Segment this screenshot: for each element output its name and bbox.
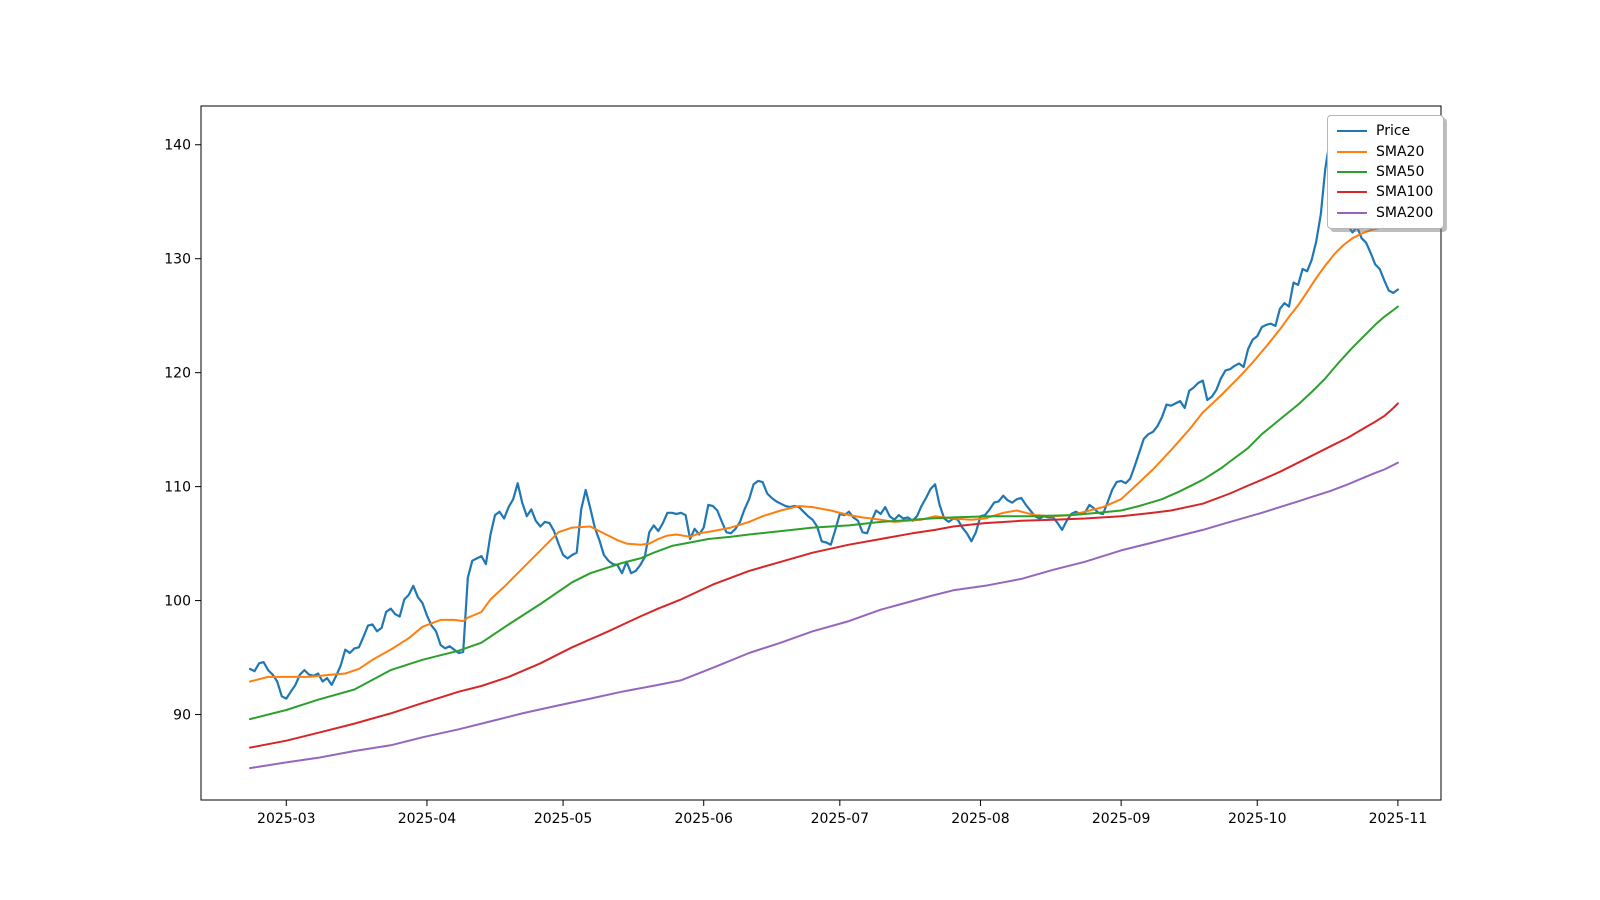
price-line <box>248 139 1400 700</box>
legend-item-price: Price <box>1337 121 1435 141</box>
legend-item-sma100: SMA100 <box>1337 182 1435 202</box>
sma100-line <box>249 402 1399 749</box>
legend-swatch-sma200-icon <box>1337 211 1367 214</box>
sma200-line <box>249 461 1399 770</box>
legend-label: SMA20 <box>1376 143 1425 160</box>
legend-label: SMA200 <box>1376 204 1434 221</box>
x-tick-label: 2025-07 <box>811 811 870 827</box>
legend-label: Price <box>1376 123 1411 140</box>
legend-swatch-sma50-icon <box>1337 170 1367 173</box>
x-tick-label: 2025-10 <box>1228 811 1287 827</box>
y-tick-label: 140 <box>164 138 191 154</box>
sma50-line <box>249 305 1399 721</box>
plot-border <box>200 105 1442 801</box>
y-tick-label: 120 <box>164 366 191 382</box>
x-tick-label: 2025-04 <box>398 811 457 827</box>
y-tick-label: 90 <box>173 708 191 724</box>
sma20-line <box>249 224 1399 683</box>
legend-swatch-price-icon <box>1337 130 1367 133</box>
legend-item-sma50: SMA50 <box>1337 162 1435 182</box>
legend-label: SMA100 <box>1376 184 1434 201</box>
legend: Price SMA20 SMA50 SMA100 SMA200 <box>1327 115 1445 229</box>
legend-label: SMA50 <box>1376 163 1425 180</box>
x-tick-label: 2025-05 <box>534 811 593 827</box>
legend-swatch-sma20-icon <box>1337 150 1367 153</box>
x-tick-label: 2025-08 <box>951 811 1010 827</box>
x-tick-label: 2025-09 <box>1092 811 1151 827</box>
x-tick-label: 2025-11 <box>1369 811 1428 827</box>
legend-item-sma200: SMA200 <box>1337 203 1435 223</box>
legend-item-sma20: SMA20 <box>1337 141 1435 161</box>
x-tick-label: 2025-03 <box>257 811 316 827</box>
x-tick-label: 2025-06 <box>674 811 733 827</box>
legend-swatch-sma100-icon <box>1337 191 1367 194</box>
y-tick-label: 100 <box>164 594 191 610</box>
y-tick-label: 130 <box>164 252 191 268</box>
y-tick-label: 110 <box>164 480 191 496</box>
